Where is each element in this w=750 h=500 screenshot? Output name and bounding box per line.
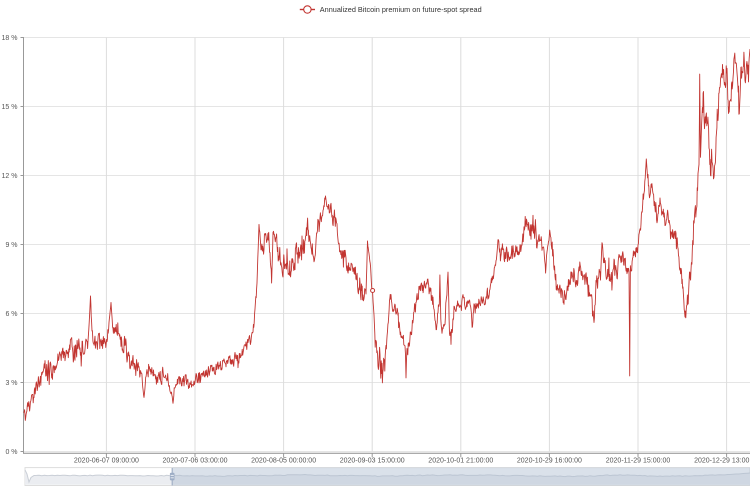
svg-text:2020-08-05 00:00:00: 2020-08-05 00:00:00 xyxy=(251,458,316,465)
svg-text:6 %: 6 % xyxy=(5,311,17,318)
svg-text:18 %: 18 % xyxy=(2,35,18,42)
svg-text:12 %: 12 % xyxy=(2,173,18,180)
svg-text:2020-10-29 16:00:00: 2020-10-29 16:00:00 xyxy=(517,458,582,465)
svg-text:2020-09-03 15:00:00: 2020-09-03 15:00:00 xyxy=(340,458,405,465)
svg-text:2020-07-06 03:00:00: 2020-07-06 03:00:00 xyxy=(163,458,228,465)
svg-text:2020-10-01 21:00:00: 2020-10-01 21:00:00 xyxy=(428,458,493,465)
svg-text:Annualized Bitcoin premium on: Annualized Bitcoin premium on future-spo… xyxy=(320,5,482,14)
svg-text:3 %: 3 % xyxy=(5,380,17,387)
svg-text:2020-11-29 15:00:00: 2020-11-29 15:00:00 xyxy=(606,458,671,465)
svg-text:0 %: 0 % xyxy=(5,449,17,456)
svg-text:2020-06-07 09:00:00: 2020-06-07 09:00:00 xyxy=(74,458,139,465)
svg-text:2020-12-29 13:00:00: 2020-12-29 13:00:00 xyxy=(694,458,750,465)
svg-text:15 %: 15 % xyxy=(2,104,18,111)
svg-text:9 %: 9 % xyxy=(5,242,17,249)
